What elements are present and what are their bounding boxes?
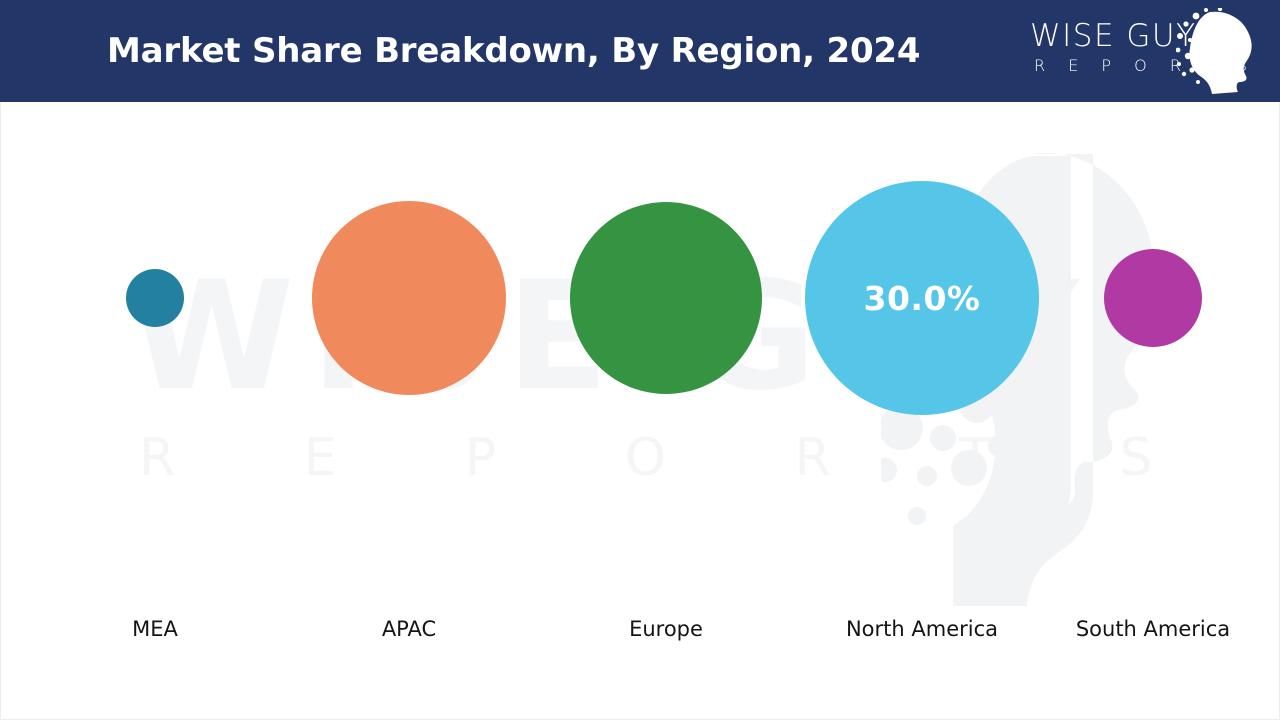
bubble-mea[interactable] (126, 269, 184, 327)
dotted-head-profile-icon (1176, 8, 1252, 94)
bubble-north-america[interactable]: 30.0% (805, 181, 1039, 415)
category-axis-labels: MEA APAC Europe North America South Amer… (1, 617, 1279, 657)
brand-logo: WISE GUY R E P O R T S (1018, 4, 1266, 98)
bubble-series: 30.0% (1, 102, 1279, 719)
page-title: Market Share Breakdown, By Region, 2024 (107, 31, 921, 71)
category-label-apac: APAC (381, 617, 437, 641)
bubble-apac[interactable] (312, 201, 506, 395)
category-label-mea: MEA (132, 617, 178, 641)
logo-wordmark-primary: WISE GUY (1030, 18, 1197, 54)
category-label-south-america: South America (1075, 617, 1231, 641)
bubble-value-north-america: 30.0% (863, 278, 981, 318)
category-label-europe: Europe (629, 617, 703, 641)
chart-canvas: WISE GUY R E P O R T S (0, 102, 1280, 720)
header-bar: Market Share Breakdown, By Region, 2024 … (0, 0, 1280, 102)
bubble-europe[interactable] (570, 202, 762, 394)
category-label-north-america: North America (845, 617, 999, 641)
bubble-south-america[interactable] (1104, 249, 1202, 347)
